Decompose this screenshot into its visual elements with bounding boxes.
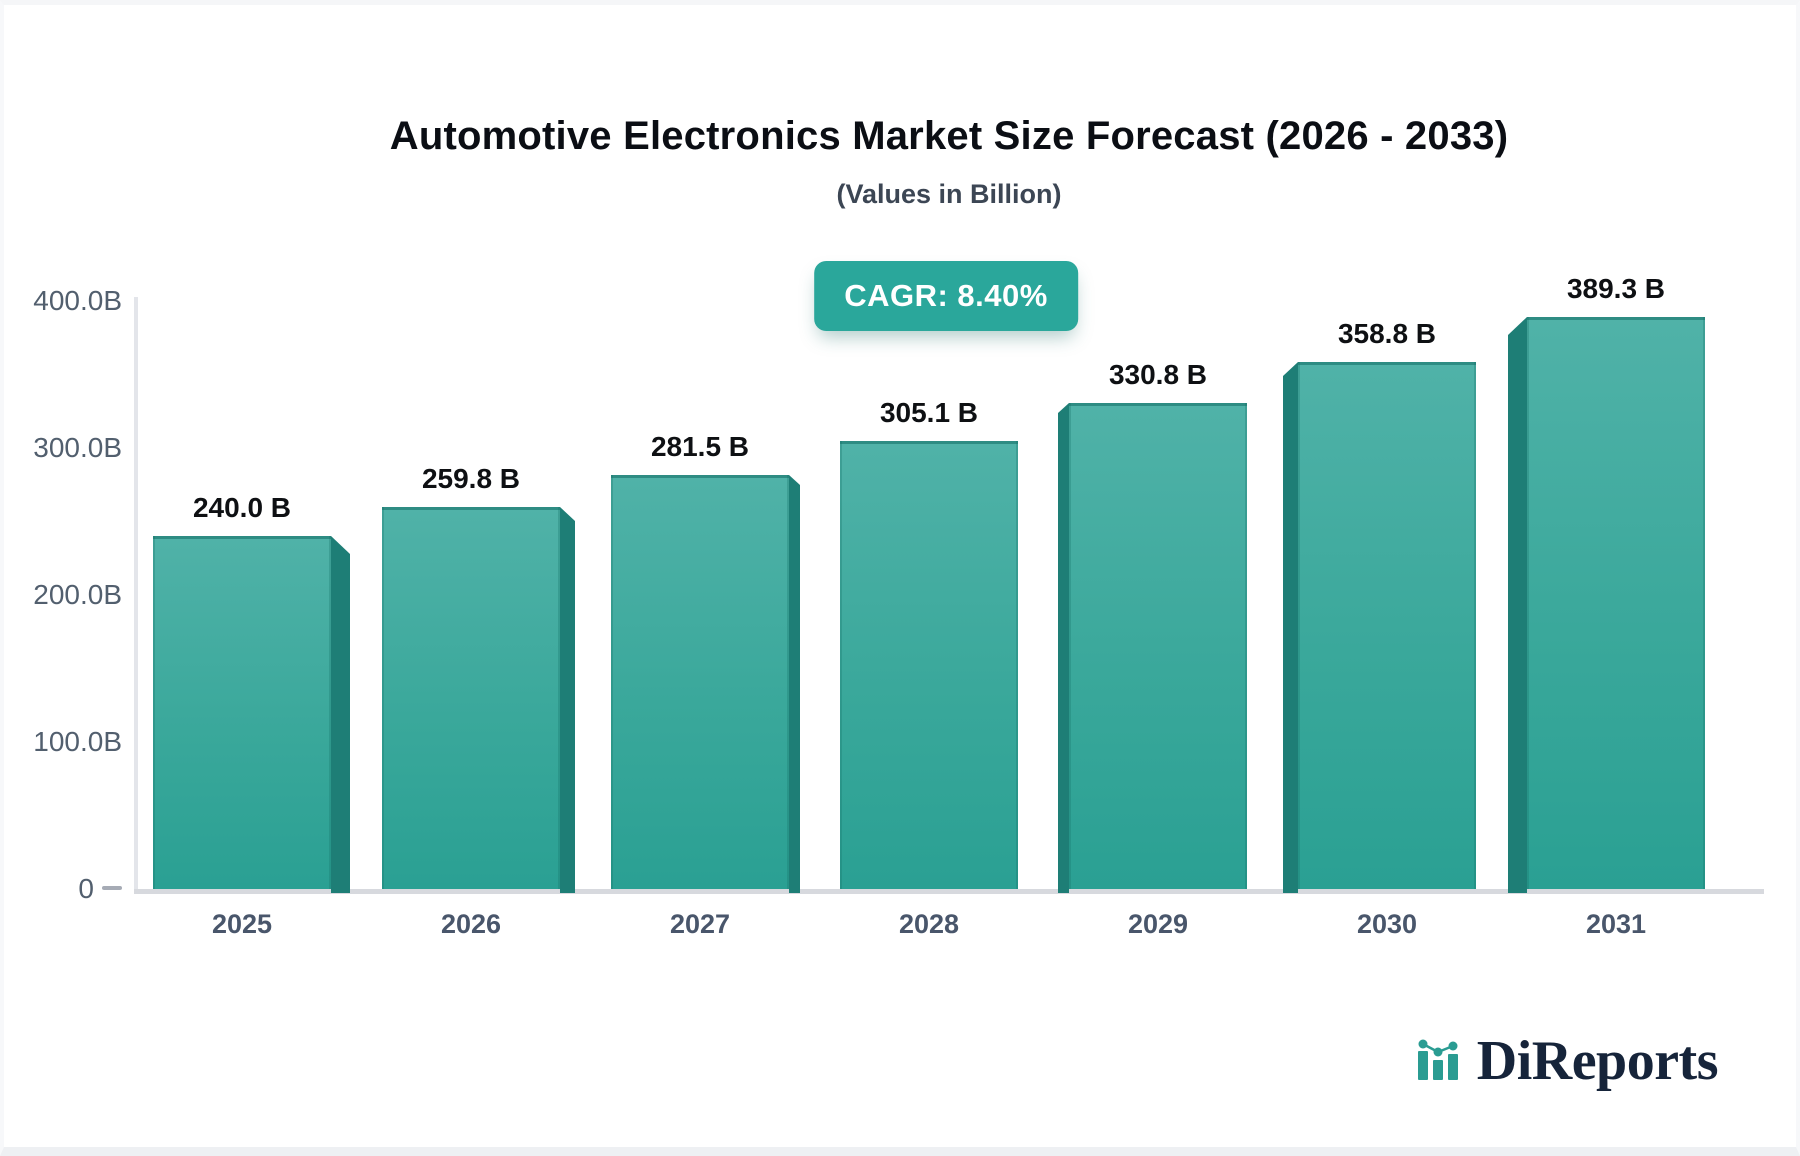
x-axis-category-label: 2029 [1127,909,1189,939]
y-axis-tick-label: 300.0B [33,432,122,463]
x-axis-category-label: 2026 [440,909,502,939]
bar-value-label: 330.8 B [1108,359,1208,390]
cagr-badge: CAGR: 8.40% [814,261,1078,331]
x-axis-category-label: 2028 [898,909,960,939]
chart-title: Automotive Electronics Market Size Forec… [389,114,1509,158]
x-axis-category-label: 2030 [1356,909,1418,939]
bar-2029 [1069,403,1247,889]
zero-tick-mark [102,886,122,890]
x-axis-category-label: 2025 [211,909,273,939]
y-axis-line [134,297,138,893]
bar-2026 [382,507,560,889]
x-axis-line [134,889,1764,894]
bar-value-label: 259.8 B [421,463,521,494]
bar-2028 [840,441,1018,889]
bar-side-face [331,536,350,893]
bar-2027 [611,475,789,889]
bar-2025 [153,536,331,889]
bar-2031 [1527,317,1705,889]
y-axis-tick-label: 100.0B [33,726,122,757]
bar-value-label: 240.0 B [192,492,292,523]
logo-text: DiReports [1476,1030,1719,1092]
bar-side-face [1283,362,1298,893]
bar-value-label: 358.8 B [1337,318,1437,349]
bar-side-face [560,507,575,893]
bar-side-face [789,475,800,893]
x-axis-category-label: 2027 [669,909,731,939]
bar-side-face [1058,403,1069,893]
y-axis-tick-label: 0 [78,873,94,904]
chart-header: Automotive Electronics Market Size Forec… [94,111,1796,211]
bar-side-face [1508,317,1527,893]
y-axis-tick-label: 400.0B [33,285,122,316]
mini-bar-line-chart-icon [1417,1039,1458,1080]
bar-value-label: 389.3 B [1566,273,1666,304]
bar-2030 [1298,362,1476,889]
chart-subtitle: (Values in Billion) [836,179,1062,209]
direports-logo: DiReports [1416,1030,1719,1092]
bar-value-label: 305.1 B [879,397,979,428]
y-axis-tick-label: 200.0B [33,579,122,610]
x-axis-category-label: 2031 [1585,909,1647,939]
bar-value-label: 281.5 B [650,431,750,462]
